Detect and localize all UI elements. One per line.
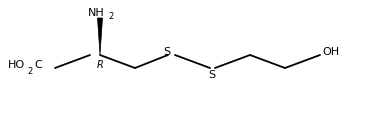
Text: OH: OH xyxy=(322,47,339,57)
Text: NH: NH xyxy=(88,8,105,18)
Text: S: S xyxy=(209,70,216,80)
Text: S: S xyxy=(163,47,170,57)
Text: C: C xyxy=(34,60,42,70)
Polygon shape xyxy=(97,18,103,55)
Text: 2: 2 xyxy=(108,12,113,21)
Text: HO: HO xyxy=(8,60,25,70)
Text: 2: 2 xyxy=(27,68,32,76)
Text: R: R xyxy=(97,60,103,70)
